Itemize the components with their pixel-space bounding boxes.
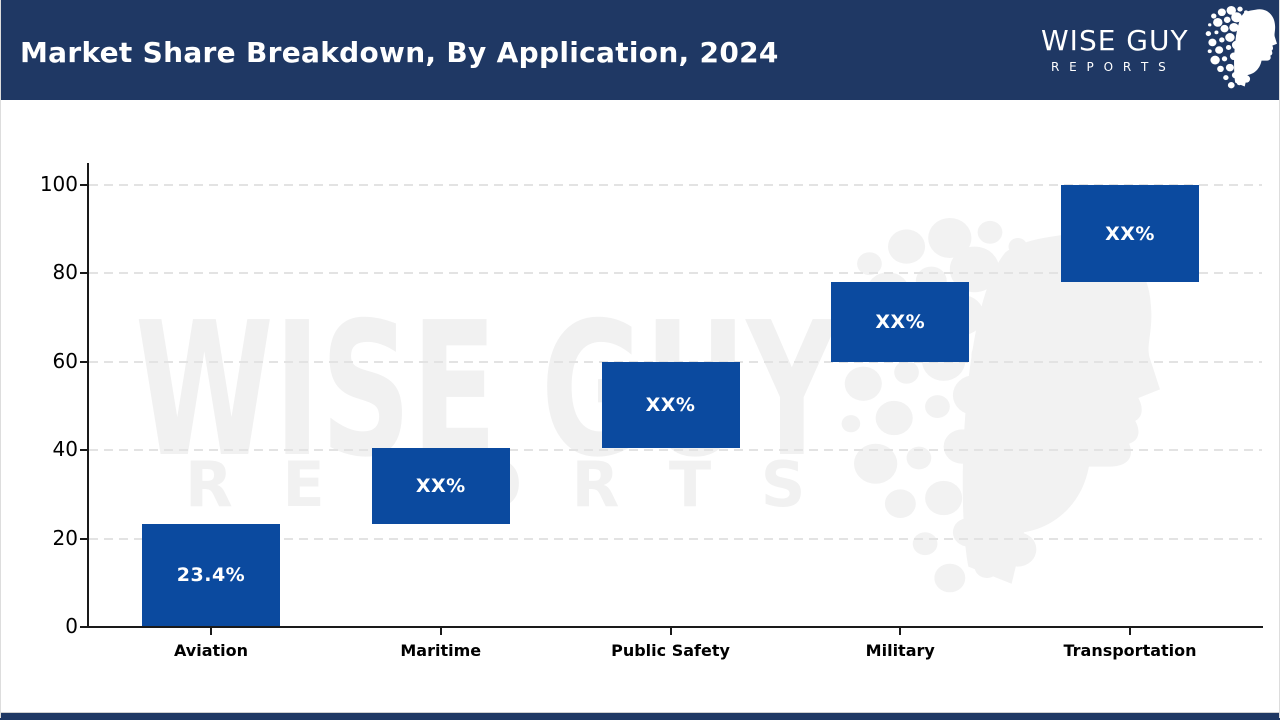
x-tick-mark xyxy=(210,628,212,635)
gridline-100 xyxy=(89,184,1262,186)
x-axis-line xyxy=(87,626,1263,628)
bar-value-label: XX% xyxy=(645,393,696,416)
bottom-border-line xyxy=(0,712,1280,713)
y-tick-label: 20 xyxy=(52,525,78,550)
footer-bar xyxy=(0,713,1280,720)
y-axis-line xyxy=(87,163,89,628)
logo-wiseguy-text: WISE GUY xyxy=(1041,24,1189,57)
wise-guy-reports-logo: WISE GUY R E P O R T S xyxy=(1035,0,1280,100)
y-tick-label: 80 xyxy=(52,260,78,285)
gridline-20 xyxy=(89,537,1262,540)
y-tick-mark xyxy=(80,626,88,628)
x-axis-label-maritime: Maritime xyxy=(400,641,482,660)
bar-public-safety: XX% xyxy=(601,361,740,448)
bar-value-label: XX% xyxy=(415,474,466,497)
gridline-80 xyxy=(89,272,1262,275)
x-axis-label-military: Military xyxy=(865,641,935,660)
y-tick-label: 40 xyxy=(52,437,78,462)
x-axis-label-public-safety: Public Safety xyxy=(611,641,730,660)
x-tick-mark xyxy=(1129,628,1131,635)
y-tick-mark xyxy=(80,272,88,275)
x-axis-label-aviation: Aviation xyxy=(173,641,249,660)
header: Market Share Breakdown, By Application, … xyxy=(0,0,1280,100)
y-tick-mark xyxy=(80,360,88,363)
y-tick-mark xyxy=(80,184,88,186)
bar-aviation: 23.4% xyxy=(142,523,280,627)
x-tick-mark xyxy=(669,628,672,635)
bar-military: XX% xyxy=(831,282,970,362)
y-tick-mark xyxy=(80,449,88,452)
gridline-40 xyxy=(89,449,1262,452)
bar-transportation: XX% xyxy=(1061,185,1199,283)
x-tick-mark xyxy=(899,628,902,635)
x-axis-label-transportation: Transportation xyxy=(1063,641,1197,660)
y-tick-mark xyxy=(80,537,88,540)
bar-value-label: 23.4% xyxy=(176,564,246,587)
logo-reports-text: R E P O R T S xyxy=(1051,60,1169,74)
y-tick-label: 100 xyxy=(39,172,78,196)
x-tick-mark xyxy=(439,628,442,635)
page-title: Market Share Breakdown, By Application, … xyxy=(20,36,779,69)
bar-maritime: XX% xyxy=(371,447,510,524)
bar-value-label: XX% xyxy=(875,311,926,333)
y-tick-label: 0 xyxy=(65,614,78,638)
y-tick-label: 60 xyxy=(52,348,78,373)
bar-value-label: XX% xyxy=(1105,222,1155,245)
logo-head-dots-icon xyxy=(1205,6,1277,89)
